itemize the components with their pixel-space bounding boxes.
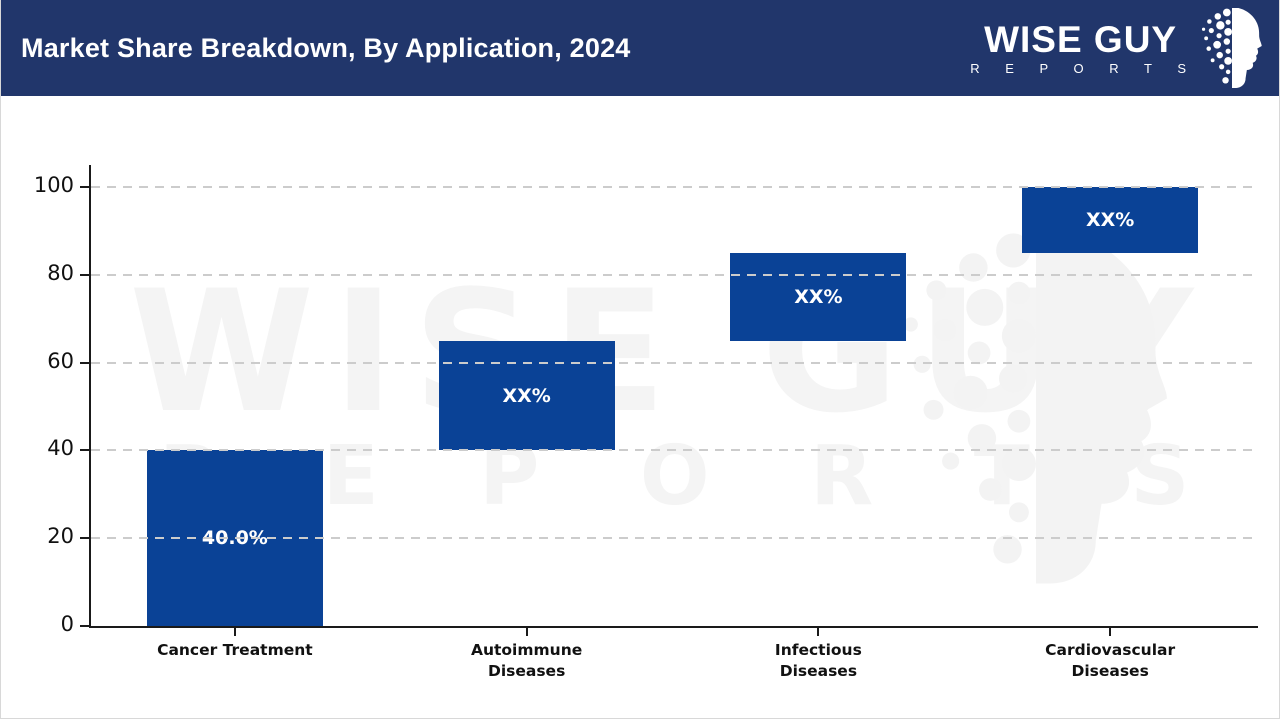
gridline-80 <box>91 273 1258 276</box>
y-tick-80 <box>80 273 89 276</box>
gridline-40 <box>91 449 1258 452</box>
y-tick-label-100: 100 <box>33 173 74 197</box>
bar-infectious-diseases: XX% <box>730 252 907 341</box>
x-tick-autoimmune-diseases <box>525 628 528 636</box>
x-category-label-cancer-treatment: Cancer Treatment <box>157 641 313 659</box>
y-tick-label-40: 40 <box>47 436 74 461</box>
y-tick-label-20: 20 <box>47 524 74 549</box>
logo-text: WISE GUY R E P O R T S <box>964 21 1197 76</box>
x-category-label-autoimmune-diseases: Autoimmune Diseases <box>470 641 583 680</box>
gridline-60 <box>91 361 1258 364</box>
bar-value-label-cardiovascular-diseases: XX% <box>1085 208 1135 231</box>
gridline-20 <box>91 537 1258 540</box>
y-tick-0 <box>80 625 89 627</box>
bar-value-label-infectious-diseases: XX% <box>794 285 843 308</box>
y-tick-40 <box>80 449 89 452</box>
logo-subtitle: R E P O R T S <box>970 60 1197 76</box>
bar-autoimmune-diseases: XX% <box>438 340 615 451</box>
y-axis-line <box>89 165 91 628</box>
x-tick-cancer-treatment <box>233 628 236 636</box>
bar-cardiovascular-diseases: XX% <box>1022 187 1199 253</box>
bar-value-label-autoimmune-diseases: XX% <box>502 384 551 407</box>
x-axis-line <box>89 626 1258 628</box>
y-tick-60 <box>80 361 89 364</box>
page-title: Market Share Breakdown, By Application, … <box>21 32 631 63</box>
y-tick-100 <box>80 186 89 188</box>
x-category-label-infectious-diseases: Infectious Diseases <box>774 641 862 680</box>
y-tick-label-60: 60 <box>47 348 74 373</box>
x-category-label-cardiovascular-diseases: Cardiovascular Diseases <box>1045 641 1176 680</box>
x-tick-cardiovascular-diseases <box>1109 628 1112 636</box>
wise-guy-reports-logo: WISE GUY R E P O R T S <box>964 0 1279 96</box>
x-tick-infectious-diseases <box>817 628 820 636</box>
y-tick-label-0: 0 <box>60 612 74 636</box>
gridline-100 <box>91 186 1258 188</box>
logo-wordmark: WISE GUY <box>984 18 1178 60</box>
y-tick-label-80: 80 <box>47 260 74 285</box>
header-bar: Market Share Breakdown, By Application, … <box>1 0 1279 96</box>
y-tick-20 <box>80 537 89 540</box>
